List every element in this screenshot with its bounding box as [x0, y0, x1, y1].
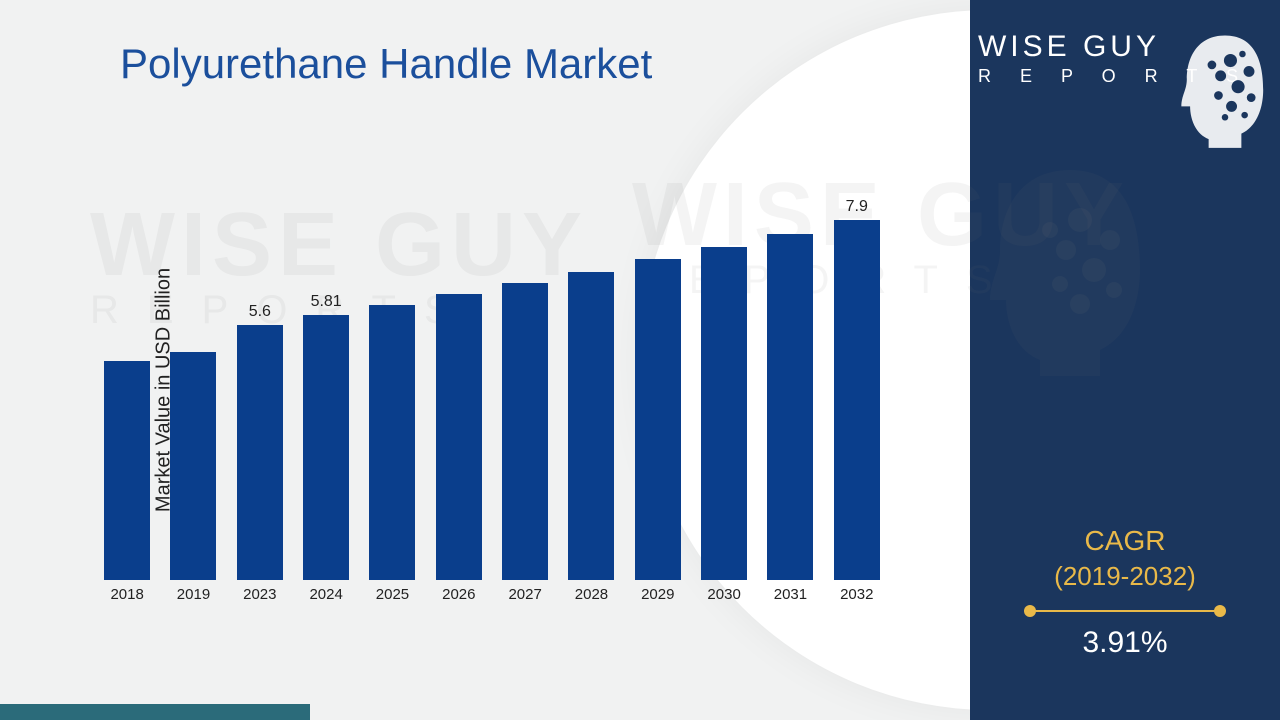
cagr-box: CAGR (2019-2032) 3.91% — [1010, 525, 1240, 660]
x-tick-label: 2029 — [625, 580, 691, 610]
x-tick-label: 2025 — [359, 580, 425, 610]
bar-value-label: 5.81 — [311, 293, 342, 311]
x-tick-label: 2018 — [94, 580, 160, 610]
x-axis: 2018201920232024202520262027202820292030… — [94, 580, 890, 610]
x-tick-label: 2028 — [558, 580, 624, 610]
cagr-divider — [1030, 610, 1220, 612]
cagr-range: (2019-2032) — [1010, 561, 1240, 592]
x-tick-label: 2027 — [492, 580, 558, 610]
bar — [436, 294, 482, 580]
bar-slot — [426, 294, 492, 580]
bar-value-label: 7.9 — [846, 198, 868, 216]
logo-head-icon — [1170, 30, 1280, 150]
x-tick-label: 2032 — [824, 580, 890, 610]
x-tick-label: 2030 — [691, 580, 757, 610]
bar — [635, 259, 681, 580]
bottom-accent-bar — [0, 704, 310, 720]
x-tick-label: 2023 — [227, 580, 293, 610]
bar — [502, 283, 548, 580]
report-graphic: WISE GUY REPORTS WISE GUY REPORTS Polyur… — [0, 0, 1280, 720]
x-tick-label: 2019 — [160, 580, 226, 610]
bar-chart: Market Value in USD Billion 5.65.817.9 2… — [60, 170, 890, 610]
plot-area: 5.65.817.9 — [94, 170, 890, 580]
bar-slot — [359, 305, 425, 580]
bar-slot — [691, 247, 757, 580]
bar — [104, 361, 150, 580]
bar — [237, 325, 283, 580]
bar — [834, 220, 880, 580]
bar-slot — [558, 272, 624, 580]
bar — [170, 352, 216, 580]
bar-slot — [757, 234, 823, 580]
bar-slot — [160, 352, 226, 580]
bars-container: 5.65.817.9 — [94, 170, 890, 580]
bar-slot — [625, 259, 691, 580]
bar — [568, 272, 614, 580]
bar-slot: 5.81 — [293, 315, 359, 580]
bar-slot — [492, 283, 558, 580]
bar — [303, 315, 349, 580]
chart-title: Polyurethane Handle Market — [120, 40, 652, 88]
bar-value-label: 5.6 — [249, 303, 271, 321]
x-tick-label: 2026 — [426, 580, 492, 610]
x-tick-label: 2024 — [293, 580, 359, 610]
bar — [701, 247, 747, 580]
bar-slot: 7.9 — [824, 220, 890, 580]
bar — [369, 305, 415, 580]
x-tick-label: 2031 — [757, 580, 823, 610]
bar-slot: 5.6 — [227, 325, 293, 580]
bar-slot — [94, 361, 160, 580]
cagr-value: 3.91% — [1010, 626, 1240, 660]
bar — [767, 234, 813, 580]
cagr-label: CAGR — [1010, 525, 1240, 557]
